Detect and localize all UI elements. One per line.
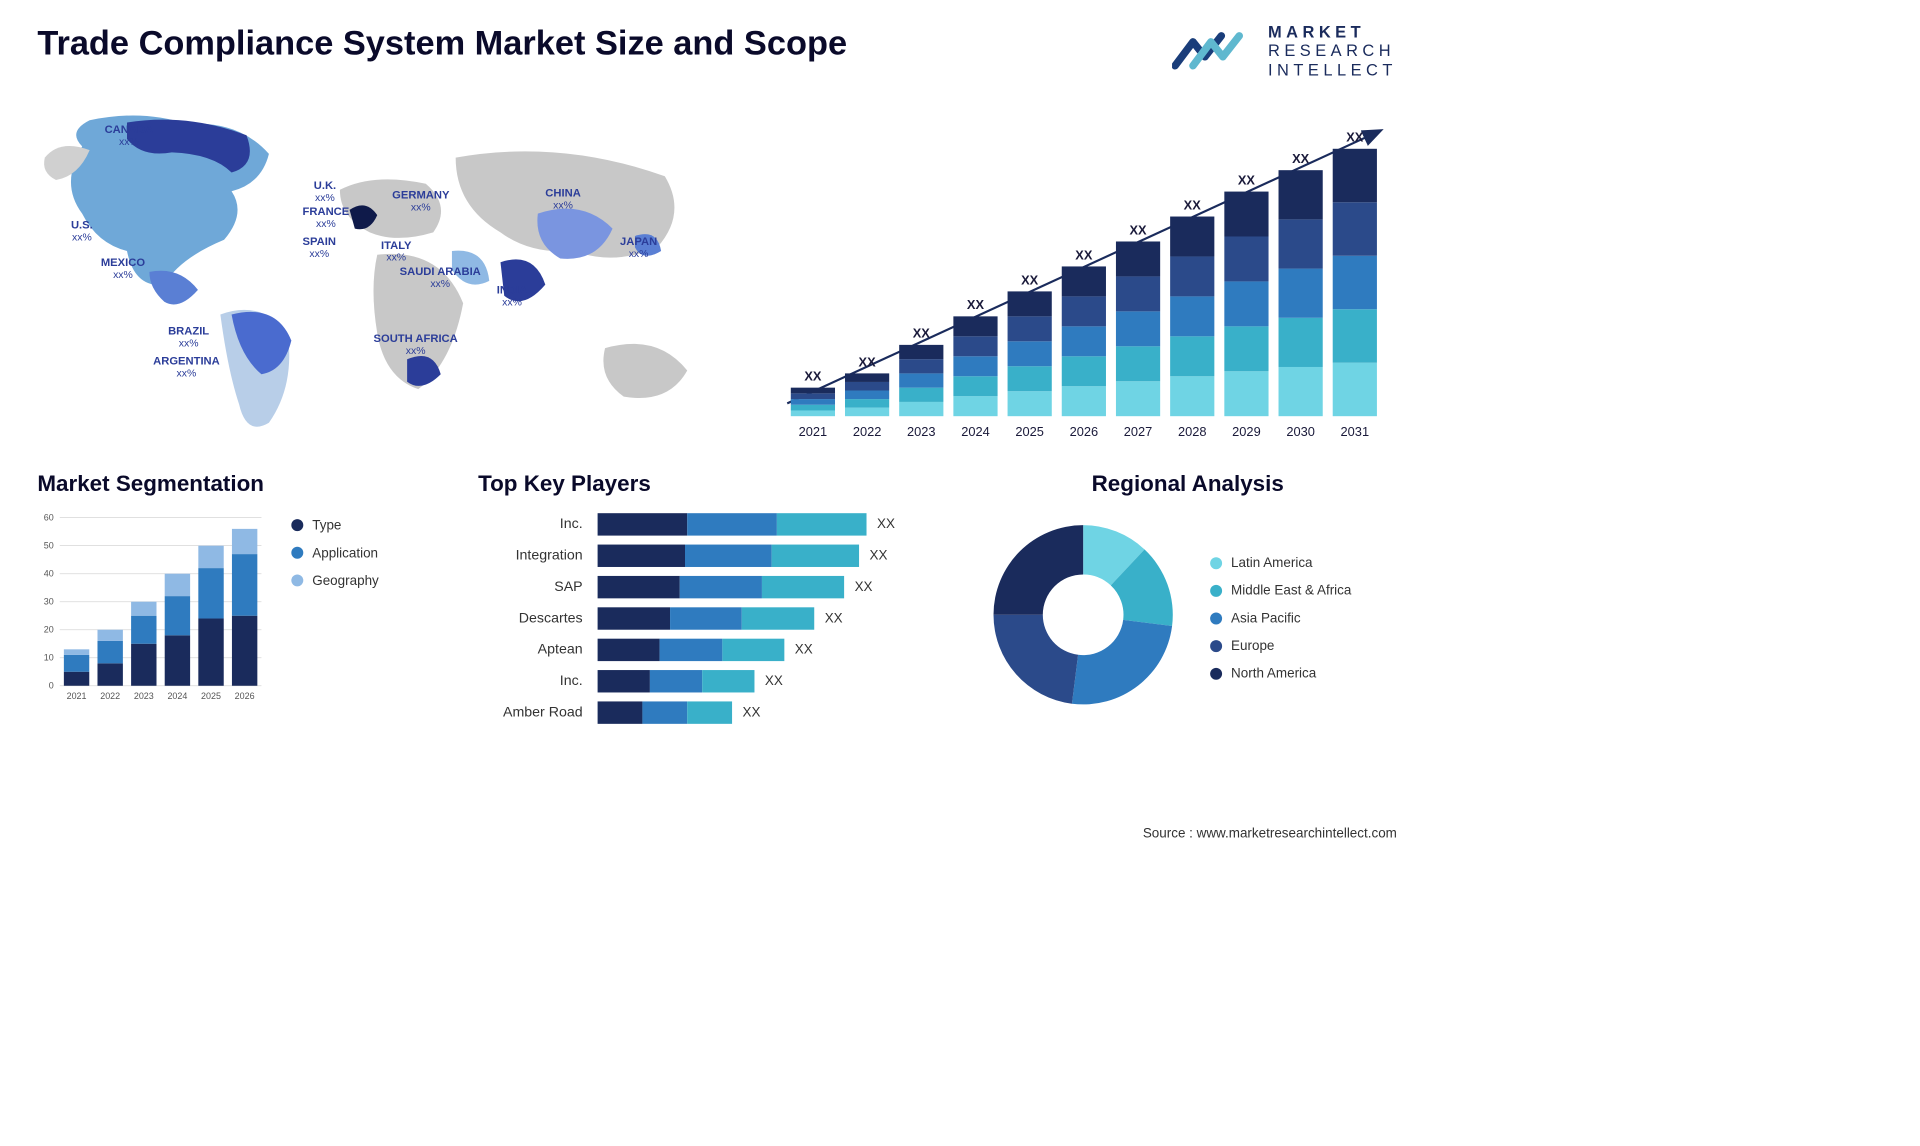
legend-item: Europe [1210,638,1351,654]
svg-text:XX: XX [859,354,877,369]
player-value: XX [870,548,888,564]
svg-text:2027: 2027 [1124,424,1153,439]
player-value: XX [825,611,843,627]
svg-text:2023: 2023 [907,424,936,439]
player-bar-row: XX [598,701,957,723]
map-label: U.S.xx% [71,220,93,244]
player-bar-row: XX [598,607,957,629]
player-label: SAP [478,576,583,598]
svg-text:40: 40 [44,569,54,579]
svg-text:0: 0 [49,681,54,691]
brand-logo: MARKET RESEARCH INTELLECT [1172,22,1397,79]
legend-item: Latin America [1210,555,1351,571]
svg-text:2024: 2024 [167,691,187,701]
player-value: XX [877,516,895,532]
section-title-players: Top Key Players [478,471,956,496]
svg-text:2029: 2029 [1232,424,1261,439]
source-credit: Source : www.marketresearchintellect.com [1143,825,1397,841]
map-label: SAUDI ARABIAxx% [400,266,481,290]
svg-text:2028: 2028 [1178,424,1207,439]
svg-text:XX: XX [913,326,931,341]
svg-text:2031: 2031 [1341,424,1370,439]
world-map: CANADAxx% U.S.xx% MEXICOxx% BRAZILxx% ARGENT… [37,94,739,445]
map-label: SOUTH AFRICAxx% [374,333,458,357]
player-bar-row: XX [598,670,957,692]
svg-text:2022: 2022 [853,424,882,439]
svg-text:2022: 2022 [100,691,120,701]
svg-text:XX: XX [1346,130,1364,145]
player-label: Amber Road [478,701,583,723]
growth-chart: XX 2021 XX 2022 XX 2023 XX 2024 XX 2025 XX 2026 XX 20… [769,94,1396,445]
section-title-regional: Regional Analysis [979,471,1397,496]
svg-text:2025: 2025 [201,691,221,701]
svg-text:2023: 2023 [134,691,154,701]
player-value: XX [795,642,813,658]
svg-text:2021: 2021 [67,691,87,701]
map-label: GERMANYxx% [392,190,449,214]
svg-text:50: 50 [44,541,54,551]
player-value: XX [765,673,783,689]
player-bar-row: XX [598,544,957,566]
map-label: INDIAxx% [497,285,528,309]
logo-mark-icon [1172,28,1254,73]
svg-text:XX: XX [1238,172,1256,187]
segmentation-chart: 0 10 20 30 40 50 60 2021 2022 2023 2024 2025 2026 [37,510,269,704]
map-label: U.K.xx% [314,180,336,204]
player-value: XX [855,579,873,595]
legend-item: Middle East & Africa [1210,583,1351,599]
svg-text:XX: XX [804,368,822,383]
legend-item: Geography [291,573,378,589]
svg-text:20: 20 [44,625,54,635]
map-label: CHINAxx% [545,187,580,211]
svg-text:10: 10 [44,653,54,663]
logo-text-1: MARKET [1268,22,1397,41]
svg-text:2025: 2025 [1015,424,1044,439]
logo-text-3: INTELLECT [1268,60,1397,79]
player-label: Aptean [478,639,583,661]
regional-chart: Latin America Middle East & Africa Asia Pa… [979,510,1397,719]
player-value: XX [743,705,761,721]
map-label: ITALYxx% [381,240,412,264]
svg-text:XX: XX [1184,197,1202,212]
logo-text-2: RESEARCH [1268,41,1397,60]
player-bar-row: XX [598,639,957,661]
svg-text:2021: 2021 [799,424,828,439]
svg-text:2026: 2026 [1070,424,1099,439]
player-bar-row: XX [598,513,957,535]
map-label: JAPANxx% [620,236,657,260]
svg-text:2026: 2026 [235,691,255,701]
legend-item: Application [291,545,378,561]
map-label: FRANCExx% [303,206,350,230]
svg-text:XX: XX [1075,247,1093,262]
player-label: Inc. [478,670,583,692]
svg-text:XX: XX [1021,272,1039,287]
svg-text:XX: XX [1129,222,1147,237]
legend-item: North America [1210,666,1351,682]
svg-text:XX: XX [967,297,985,312]
page-title: Trade Compliance System Market Size and … [37,22,847,62]
player-label: Integration [478,544,583,566]
segmentation-legend: Type Application Geography [291,510,378,704]
player-label: Descartes [478,607,583,629]
section-title-segmentation: Market Segmentation [37,471,455,496]
map-label: ARGENTINAxx% [153,355,220,379]
svg-text:XX: XX [1292,151,1310,166]
player-bar-row: XX [598,576,957,598]
svg-text:30: 30 [44,597,54,607]
map-label: BRAZILxx% [168,326,209,350]
map-label: MEXICOxx% [101,257,145,281]
legend-item: Type [291,518,378,534]
svg-text:60: 60 [44,513,54,523]
legend-item: Asia Pacific [1210,611,1351,627]
svg-text:2024: 2024 [961,424,990,439]
player-label: Inc. [478,513,583,535]
map-label: CANADAxx% [105,124,154,148]
svg-text:2030: 2030 [1286,424,1315,439]
map-label: SPAINxx% [303,236,336,260]
players-chart: Inc. Integration SAP Descartes Aptean Inc. Amb… [478,510,956,724]
